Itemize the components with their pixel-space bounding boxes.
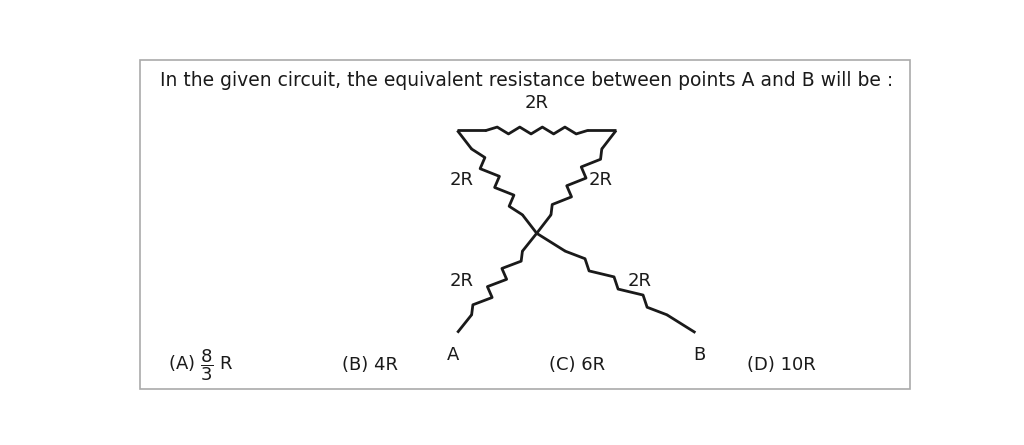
Text: 2R: 2R (524, 93, 549, 112)
Text: In the given circuit, the equivalent resistance between points A and B will be :: In the given circuit, the equivalent res… (160, 70, 893, 89)
Text: B: B (693, 346, 706, 364)
FancyBboxPatch shape (140, 60, 909, 389)
Text: 2R: 2R (450, 171, 473, 189)
Text: 2R: 2R (588, 171, 612, 189)
Text: A: A (447, 346, 460, 364)
Text: (D) 10R: (D) 10R (748, 356, 816, 374)
Text: (B) 4R: (B) 4R (342, 356, 398, 374)
Text: (C) 6R: (C) 6R (549, 356, 605, 374)
Text: (A) $\dfrac{8}{3}$ R: (A) $\dfrac{8}{3}$ R (168, 348, 233, 383)
Text: 2R: 2R (450, 272, 473, 290)
Text: 2R: 2R (628, 272, 652, 290)
